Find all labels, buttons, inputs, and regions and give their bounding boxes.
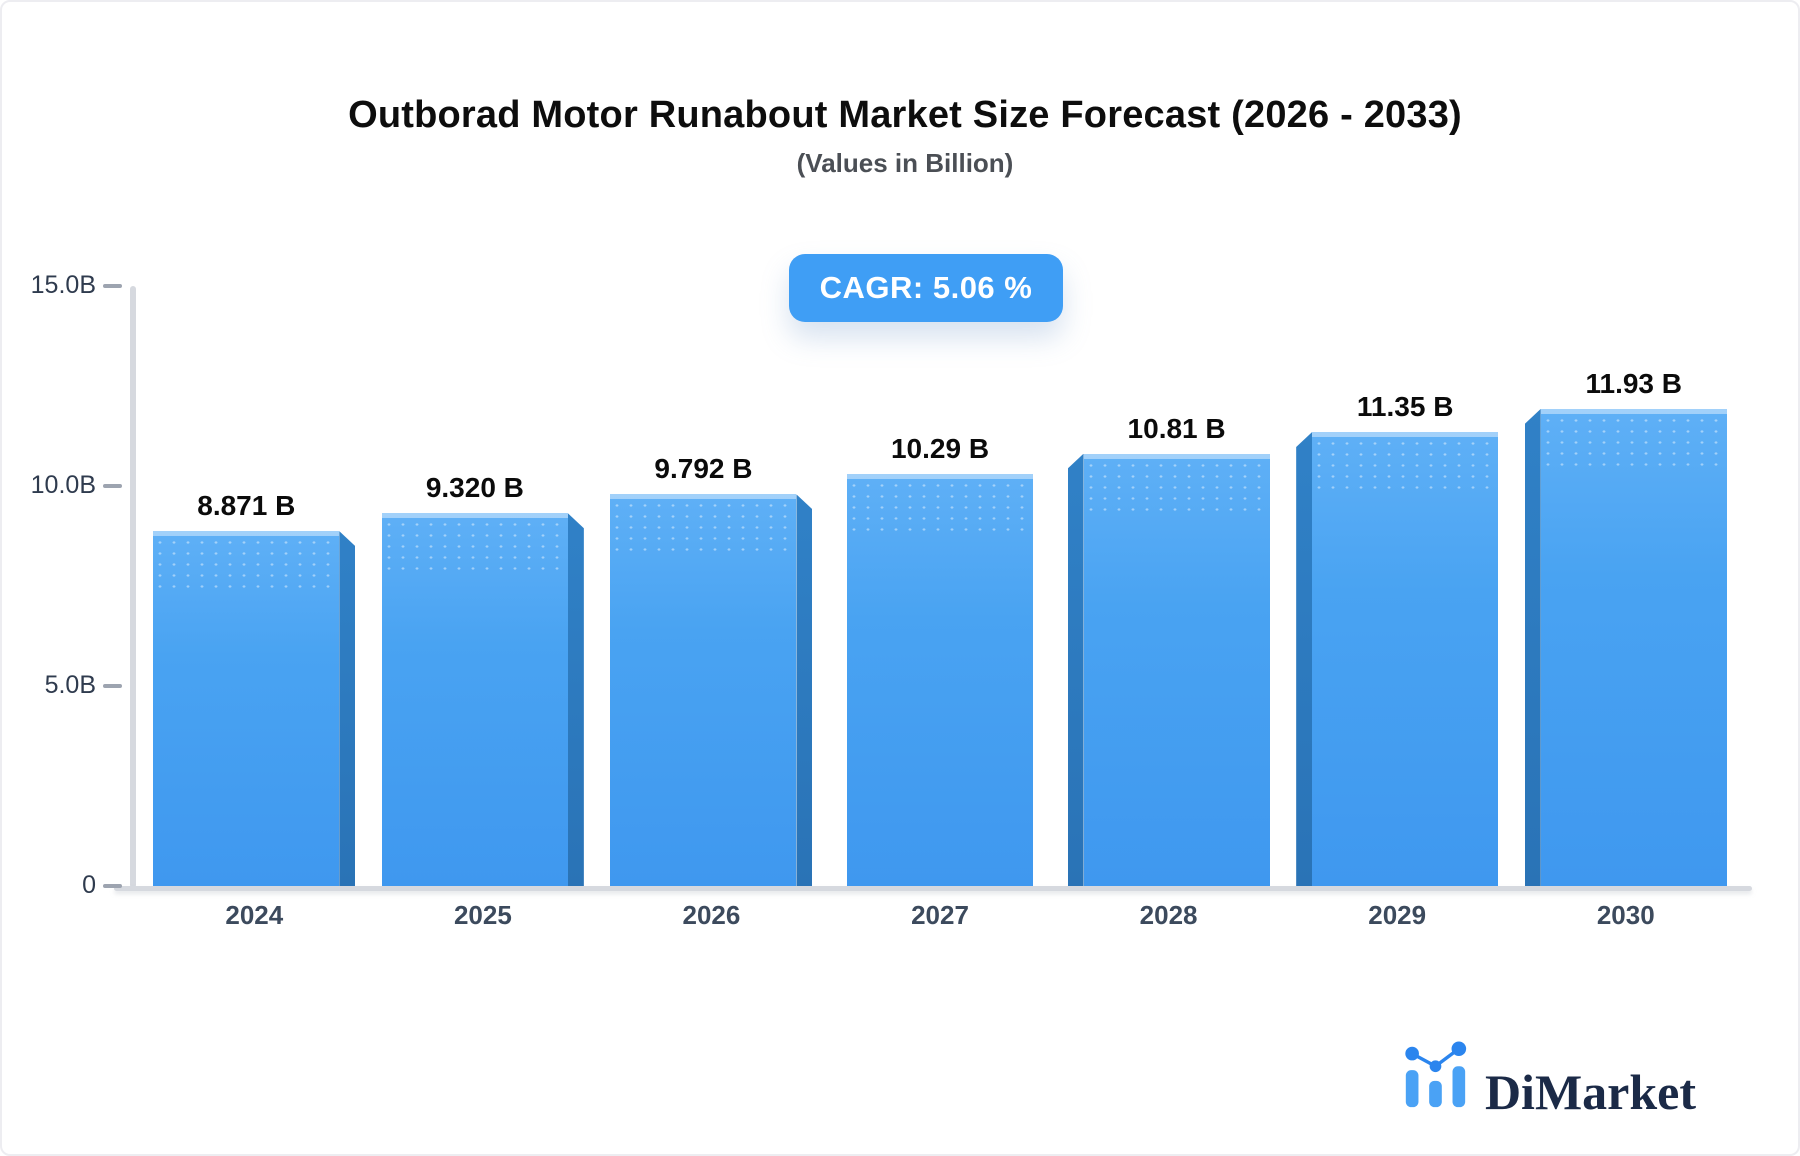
chart-subtitle: (Values in Billion) bbox=[796, 148, 1014, 178]
bar-value-label: 9.320 B bbox=[425, 472, 524, 504]
y-tick-dash bbox=[103, 284, 122, 288]
bar-slot-2025: 9.320 B bbox=[369, 286, 598, 886]
y-tick-dash bbox=[103, 884, 122, 888]
bar-value-label: 11.35 B bbox=[1356, 391, 1454, 422]
y-tick-label: 10.0B bbox=[30, 471, 96, 499]
bar-front-face: 11.35 B bbox=[1312, 391, 1499, 886]
x-axis-label-2029: 2029 bbox=[1368, 900, 1427, 930]
bar-slot-2024: 8.871 B bbox=[140, 286, 369, 886]
bar-front-face: 9.792 B bbox=[610, 453, 797, 886]
bar-front-face: 8.871 B bbox=[153, 490, 340, 886]
bar-side-face bbox=[1524, 408, 1541, 886]
bar-2029[interactable]: 11.35 B bbox=[1296, 391, 1499, 886]
bar-slot-2028: 10.81 B bbox=[1054, 286, 1283, 886]
bar-2025[interactable]: 9.320 B bbox=[381, 472, 584, 886]
bar-slot-2029: 11.35 B bbox=[1283, 286, 1512, 886]
x-axis-label-2024: 2024 bbox=[225, 900, 284, 930]
bar-value-label: 10.81 B bbox=[1127, 412, 1226, 444]
bar-2028[interactable]: 10.81 B bbox=[1067, 413, 1270, 886]
x-axis-labels: 2024 2025 2026 2027 2028 2029 2030 bbox=[140, 900, 1740, 931]
bar-2030[interactable]: 11.93 B bbox=[1524, 368, 1727, 886]
bar-side-face bbox=[796, 494, 813, 886]
bar-slot-2030: 11.93 B bbox=[1511, 286, 1740, 886]
bar-2024[interactable]: 8.871 B bbox=[153, 490, 356, 886]
x-axis-line bbox=[114, 886, 1752, 891]
x-axis-label-2026: 2026 bbox=[682, 900, 741, 930]
y-tick-label: 5.0B bbox=[44, 671, 96, 699]
x-axis-label-2028: 2028 bbox=[1139, 900, 1198, 930]
bar-front-face: 11.93 B bbox=[1540, 368, 1727, 886]
bar-side-face bbox=[339, 531, 356, 886]
logo-text: DiMarket bbox=[1484, 1064, 1696, 1120]
bar-side-face bbox=[1067, 453, 1084, 886]
bar-value-label: 10.29 B bbox=[890, 433, 990, 465]
bar-2026[interactable]: 9.792 B bbox=[610, 453, 813, 886]
x-axis-label-2025: 2025 bbox=[453, 900, 512, 930]
cagr-badge: CAGR: 5.06 % bbox=[789, 254, 1063, 322]
bar-front-face: 10.29 B bbox=[847, 433, 1034, 886]
logo-chart-icon bbox=[1399, 1040, 1471, 1117]
bar-side-face bbox=[1296, 432, 1313, 886]
bar-value-label: 8.871 B bbox=[197, 490, 296, 522]
x-axis-label-2030: 2030 bbox=[1596, 900, 1655, 930]
bar-value-label: 11.93 B bbox=[1585, 367, 1683, 399]
y-axis-line bbox=[130, 286, 136, 888]
bars-row: 8.871 B 9.320 B 9.792 B 10.29 B 10.81 B 11.35… bbox=[140, 286, 1740, 886]
bar-2027[interactable]: 10.29 B bbox=[847, 433, 1034, 886]
y-tick-label: 0 bbox=[82, 871, 96, 899]
bar-front-face: 9.320 B bbox=[381, 472, 568, 886]
bar-front-face: 10.81 B bbox=[1083, 413, 1270, 886]
bar-slot-2026: 9.792 B bbox=[597, 286, 826, 886]
chart-title: Outborad Motor Runabout Market Size Fore… bbox=[348, 94, 1462, 136]
bar-slot-2027: 10.29 B bbox=[826, 286, 1055, 886]
bar-side-face bbox=[567, 513, 584, 886]
y-tick-dash bbox=[103, 484, 122, 488]
x-axis-label-2027: 2027 bbox=[911, 900, 969, 930]
y-tick-dash bbox=[103, 684, 122, 688]
brand-logo: DiMarket bbox=[1399, 1040, 1696, 1117]
y-tick-label: 15.0B bbox=[30, 271, 96, 299]
bar-value-label: 9.792 B bbox=[654, 453, 753, 485]
